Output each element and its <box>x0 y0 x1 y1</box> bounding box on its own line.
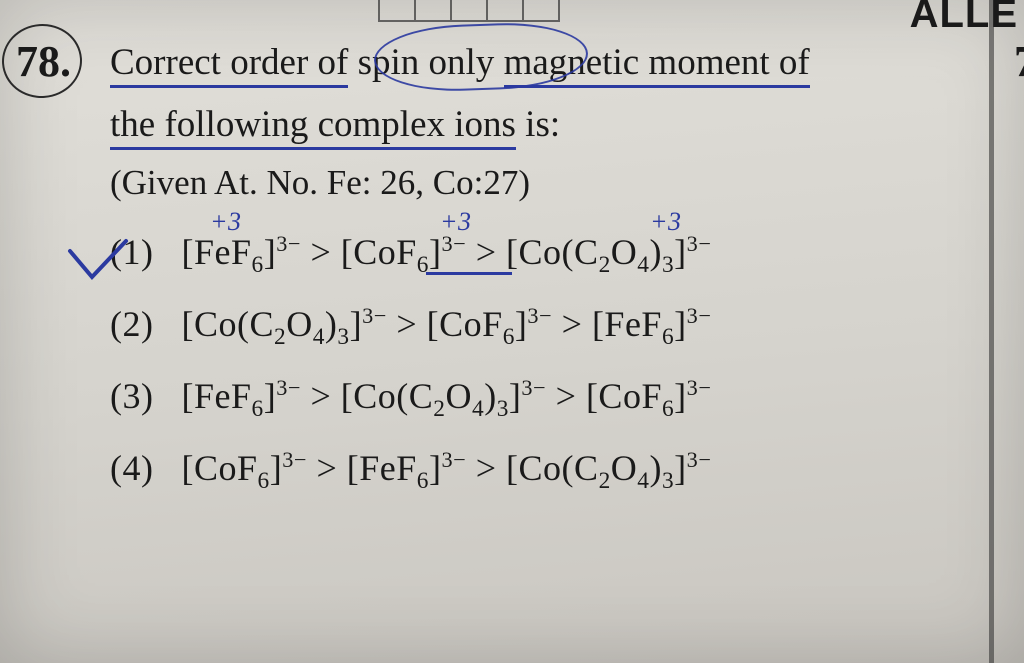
opt4-num: (4) <box>110 447 172 489</box>
pen-tick-icon <box>66 237 130 285</box>
book-brand-fragment: ALLE <box>910 0 1018 37</box>
question-number: 78. <box>16 36 71 87</box>
stem-span-3: the following complex ions <box>110 104 516 150</box>
option-1: +3 +3 +3 (1) [FeF6]3− > [CoF6]3− > [Co(C… <box>110 231 940 273</box>
opt2-num: (2) <box>110 303 172 345</box>
opt3-expr: [FeF6]3− > [Co(C2O4)3]3− > [CoF6]3− <box>182 376 712 416</box>
stem-span-1: Correct order of <box>110 42 348 88</box>
stem-line-2: the following complex ions is: <box>110 98 940 152</box>
question-number-wrap: 78. <box>8 30 88 110</box>
options-block: +3 +3 +3 (1) [FeF6]3− > [CoF6]3− > [Co(C… <box>110 231 940 489</box>
option-4: (4) [CoF6]3− > [FeF6]3− > [Co(C2O4)3]3− <box>110 447 940 489</box>
question-content: Correct order of spin only magnetic mome… <box>110 36 940 519</box>
stem-span-2: magnetic moment of <box>504 42 810 88</box>
option-2: (2) [Co(C2O4)3]3− > [CoF6]3− > [FeF6]3− <box>110 303 940 345</box>
stem-line-1: Correct order of spin only magnetic mome… <box>110 36 940 90</box>
stem-tail: is: <box>516 104 560 145</box>
adjacent-page-fragment: 7 <box>1014 36 1024 87</box>
stem-emph: spin only <box>348 42 503 83</box>
given-data: (Given At. No. Fe: 26, Co:27) <box>110 163 940 203</box>
option-3: (3) [FeF6]3− > [Co(C2O4)3]3− > [CoF6]3− <box>110 375 940 417</box>
top-omr-fragment <box>380 0 640 32</box>
opt2-expr: [Co(C2O4)3]3− > [CoF6]3− > [FeF6]3− <box>182 304 712 344</box>
opt4-expr: [CoF6]3− > [FeF6]3− > [Co(C2O4)3]3− <box>182 448 712 488</box>
page: ALLE 7 78. Correct order of spin only ma… <box>0 0 1024 663</box>
opt1-expr: [FeF6]3− > [CoF6]3− > [Co(C2O4)3]3− <box>182 232 712 272</box>
opt3-num: (3) <box>110 375 172 417</box>
column-divider <box>989 0 994 663</box>
